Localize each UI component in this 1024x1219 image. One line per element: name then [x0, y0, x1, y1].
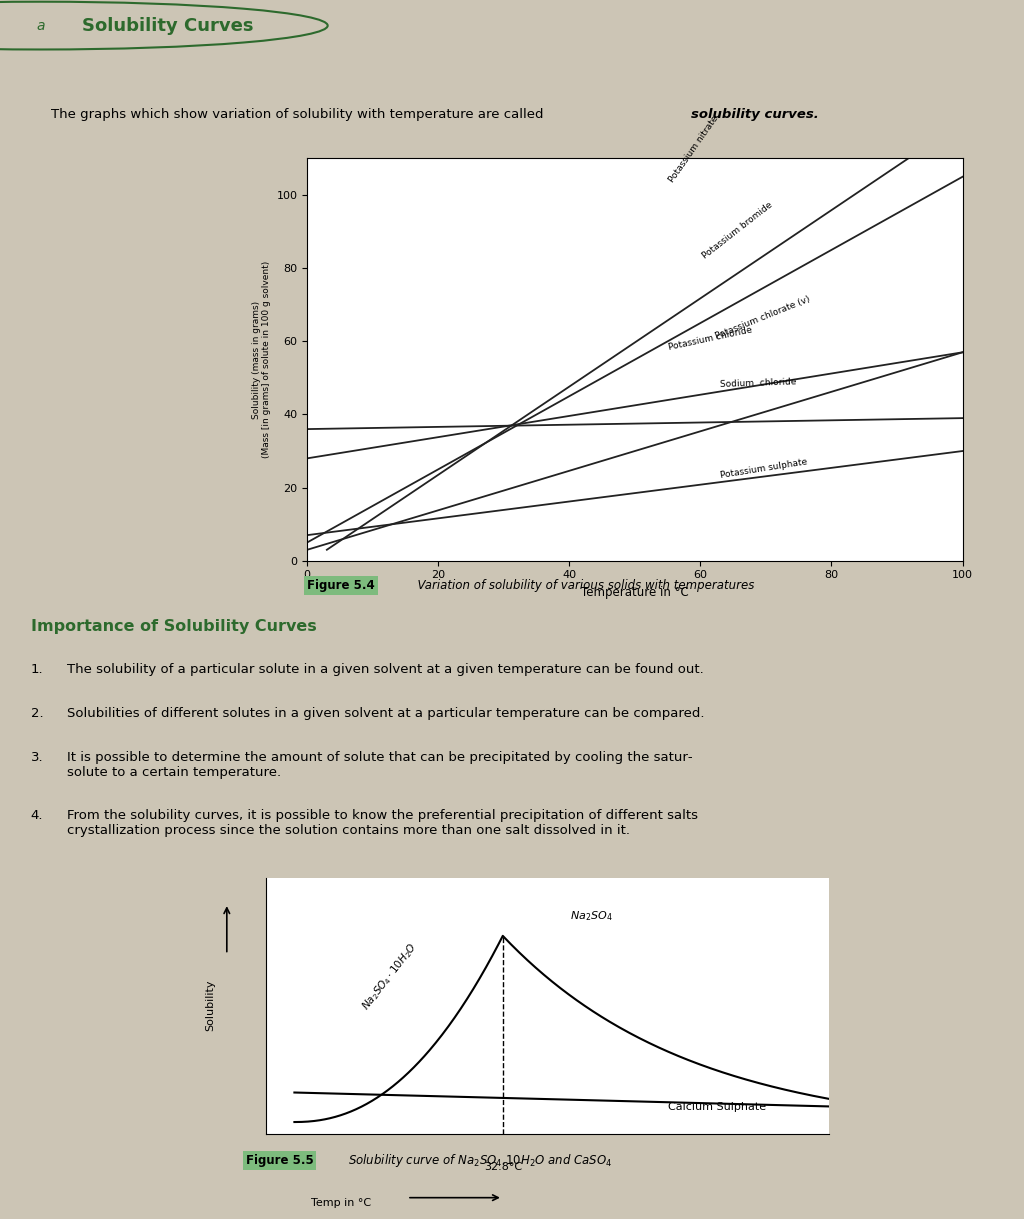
Text: Solubility: Solubility: [205, 980, 215, 1031]
Text: Solubility curve of $Na_2SO_4.10H_2O$ and $CaSO_4$: Solubility curve of $Na_2SO_4.10H_2O$ an…: [348, 1152, 612, 1169]
Text: The solubility of a particular solute in a given solvent at a given temperature : The solubility of a particular solute in…: [67, 663, 703, 677]
Text: Figure 5.5: Figure 5.5: [246, 1154, 313, 1167]
Y-axis label: Solubility (mass in grams)
(Mass [in grams] of solute in 100 g solvent): Solubility (mass in grams) (Mass [in gra…: [252, 261, 271, 458]
Text: Potassium sulphate: Potassium sulphate: [720, 457, 809, 480]
Text: Solubility Curves: Solubility Curves: [82, 17, 253, 34]
Text: Importance of Solubility Curves: Importance of Solubility Curves: [31, 619, 316, 634]
Text: a: a: [37, 18, 45, 33]
Text: It is possible to determine the amount of solute that can be precipitated by coo: It is possible to determine the amount o…: [67, 751, 692, 779]
Text: The graphs which show variation of solubility with temperature are called: The graphs which show variation of solub…: [51, 108, 548, 121]
Text: 3.: 3.: [31, 751, 43, 764]
Text: Temp in °C: Temp in °C: [311, 1197, 372, 1208]
Text: Potassium nitrate: Potassium nitrate: [668, 113, 721, 184]
Text: From the solubility curves, it is possible to know the preferential precipitatio: From the solubility curves, it is possib…: [67, 809, 697, 837]
Text: Figure 5.4: Figure 5.4: [307, 579, 375, 591]
Text: Potassium bromide: Potassium bromide: [700, 201, 774, 261]
Text: Sodium  chloride: Sodium chloride: [720, 377, 797, 389]
Text: $Na_2SO_4\cdot 10H_2O$: $Na_2SO_4\cdot 10H_2O$: [359, 940, 421, 1013]
X-axis label: Temperature in °C: Temperature in °C: [581, 586, 689, 599]
Text: Solubilities of different solutes in a given solvent at a particular temperature: Solubilities of different solutes in a g…: [67, 707, 705, 720]
Text: Potassium chlorate (v): Potassium chlorate (v): [714, 295, 811, 341]
Text: Variation of solubility of various solids with temperatures: Variation of solubility of various solid…: [410, 579, 754, 591]
Text: 2.: 2.: [31, 707, 43, 720]
Text: $Na_2SO_4$: $Na_2SO_4$: [570, 909, 613, 923]
Text: 4.: 4.: [31, 809, 43, 823]
Text: Calcium Sulphate: Calcium Sulphate: [668, 1102, 766, 1113]
Text: 32.8°C: 32.8°C: [483, 1162, 522, 1171]
Text: Potassium chloride: Potassium chloride: [668, 325, 753, 352]
Text: solubility curves.: solubility curves.: [691, 108, 819, 121]
Text: 1.: 1.: [31, 663, 43, 677]
